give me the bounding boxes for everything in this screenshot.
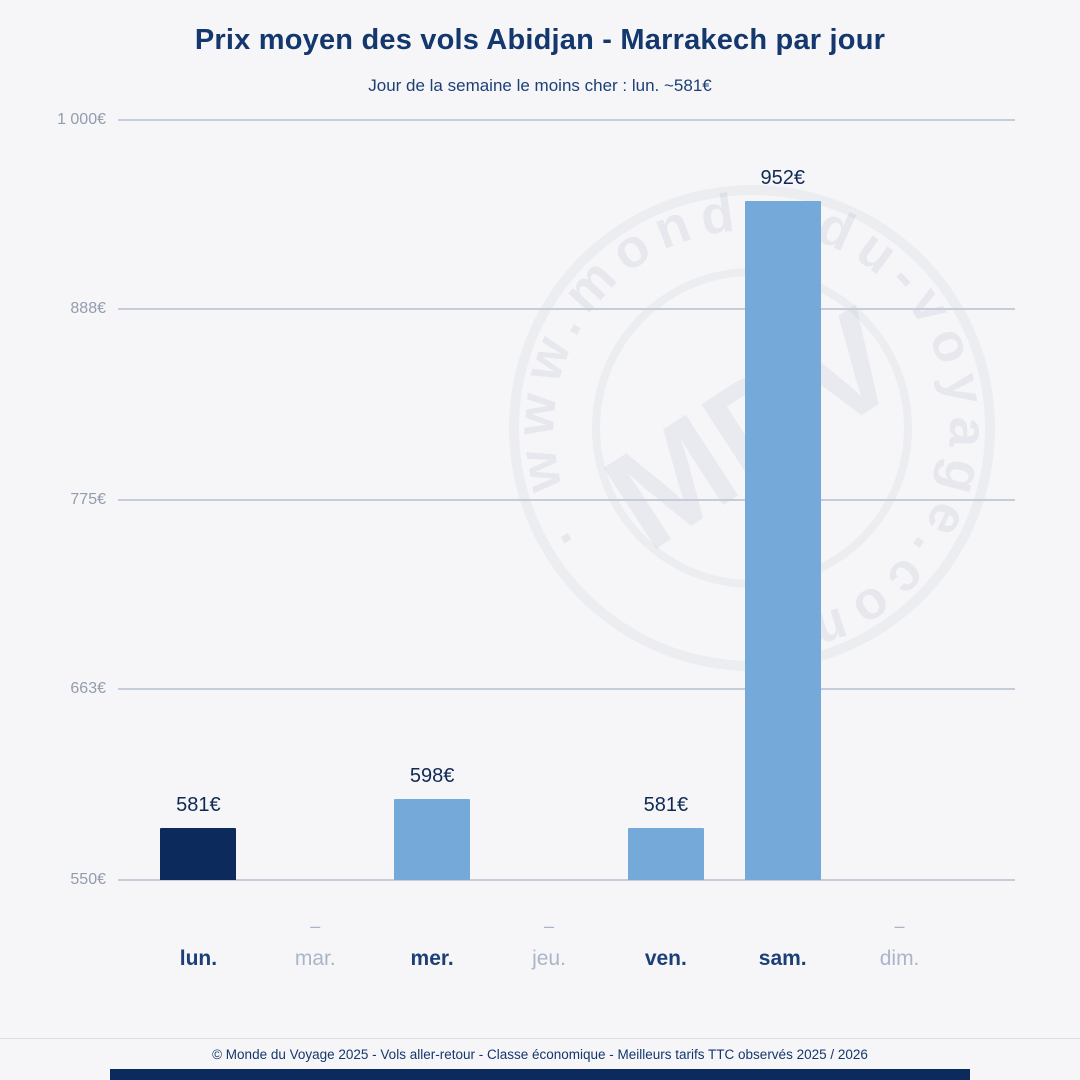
- chart-title: Prix moyen des vols Abidjan - Marrakech …: [194, 24, 886, 56]
- day-label-lun: lun.: [179, 947, 218, 970]
- value-label-ven: 581€: [643, 793, 689, 816]
- gridline-1000: [118, 119, 1015, 121]
- footer-copyright: © Monde du Voyage 2025 - Vols aller-reto…: [212, 1047, 868, 1062]
- day-label-sam: sam.: [758, 947, 807, 970]
- day-label-dim: dim.: [879, 947, 920, 970]
- gridline-775: [118, 499, 1015, 501]
- value-label-mer: 598€: [409, 764, 455, 787]
- y-tick-label: 888€: [70, 300, 106, 318]
- bar-mer: [394, 798, 471, 880]
- value-label-lun: 581€: [176, 793, 221, 816]
- y-tick-label: 1 000€: [57, 111, 106, 128]
- footer-accent-bar: [110, 1069, 970, 1080]
- y-tick-label: 550€: [70, 871, 106, 888]
- missing-marker-mar: –: [310, 916, 321, 936]
- bar-ven: [627, 827, 704, 880]
- bar-sam: [744, 201, 821, 880]
- day-label-jeu: jeu.: [532, 947, 566, 970]
- footer-divider: [0, 1038, 1080, 1039]
- day-label-mar: mar.: [294, 947, 336, 970]
- missing-marker-dim: –: [894, 916, 905, 936]
- bar-lun: [160, 827, 237, 880]
- day-label-mer: mer.: [410, 947, 454, 970]
- gridline-888: [118, 308, 1015, 311]
- value-label-sam: 952€: [760, 167, 805, 190]
- chart-subtitle: Jour de la semaine le moins cher : lun. …: [368, 76, 712, 95]
- y-tick-label: 663€: [70, 680, 106, 698]
- gridline-663: [118, 688, 1015, 691]
- y-tick-label: 775€: [70, 491, 106, 508]
- gridline-550: [118, 879, 1015, 881]
- day-label-ven: ven.: [644, 947, 687, 970]
- missing-marker-jeu: –: [543, 916, 554, 936]
